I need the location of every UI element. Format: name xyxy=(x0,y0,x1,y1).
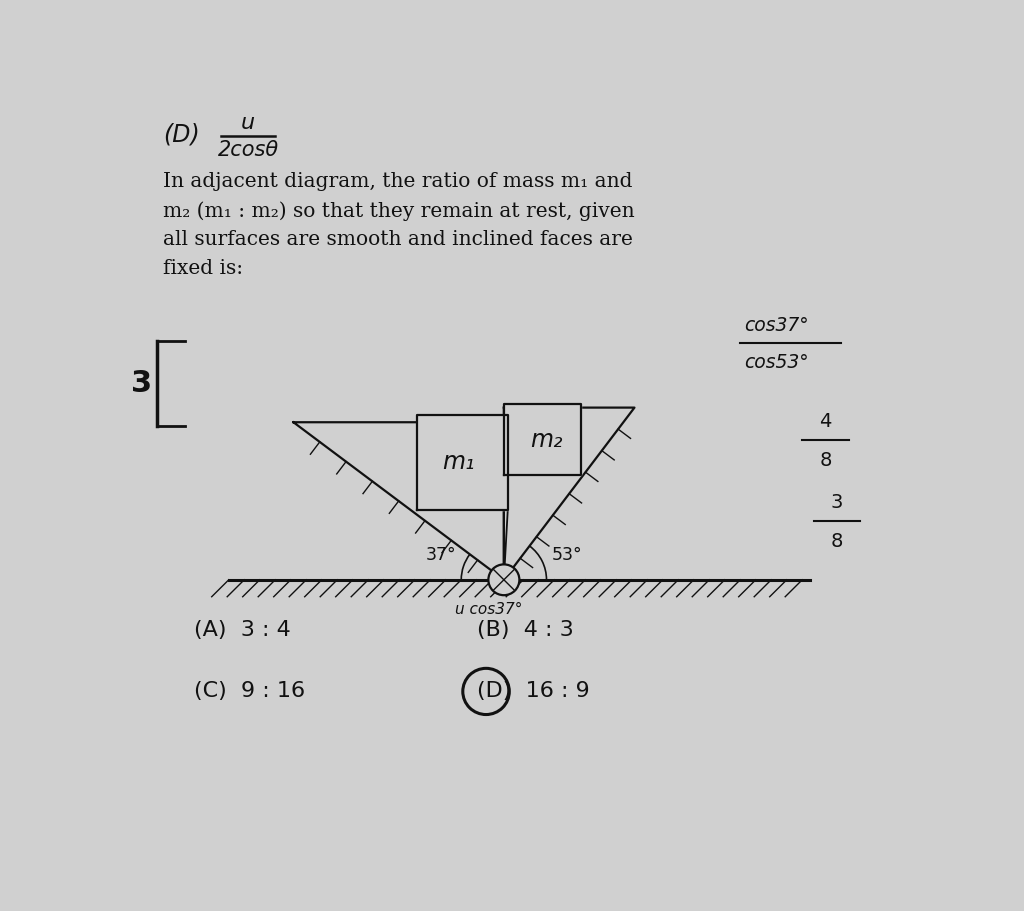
Text: m₂: m₂ xyxy=(529,427,562,452)
Text: 53°: 53° xyxy=(552,547,583,564)
Text: 8: 8 xyxy=(830,532,844,551)
Text: u cos37°: u cos37° xyxy=(455,601,522,617)
Text: (A)  3 : 4: (A) 3 : 4 xyxy=(194,619,291,640)
Polygon shape xyxy=(417,415,508,510)
Text: u: u xyxy=(241,113,255,133)
Text: cos53°: cos53° xyxy=(744,353,809,373)
Text: (C)  9 : 16: (C) 9 : 16 xyxy=(194,681,305,701)
Text: (B)  4 : 3: (B) 4 : 3 xyxy=(477,619,573,640)
Text: (D): (D) xyxy=(163,123,200,147)
Text: 3: 3 xyxy=(131,369,153,398)
Text: 2cosθ: 2cosθ xyxy=(217,140,279,160)
Text: m₁: m₁ xyxy=(442,450,475,475)
Text: 3: 3 xyxy=(830,493,844,512)
Text: 4: 4 xyxy=(819,413,831,432)
Text: (D)  16 : 9: (D) 16 : 9 xyxy=(477,681,590,701)
Text: 8: 8 xyxy=(819,451,831,470)
Circle shape xyxy=(488,565,519,595)
Polygon shape xyxy=(504,404,581,476)
Text: In adjacent diagram, the ratio of mass m₁ and
m₂ (m₁ : m₂) so that they remain a: In adjacent diagram, the ratio of mass m… xyxy=(163,171,635,278)
Text: cos37°: cos37° xyxy=(744,316,809,335)
Text: 37°: 37° xyxy=(425,547,456,564)
